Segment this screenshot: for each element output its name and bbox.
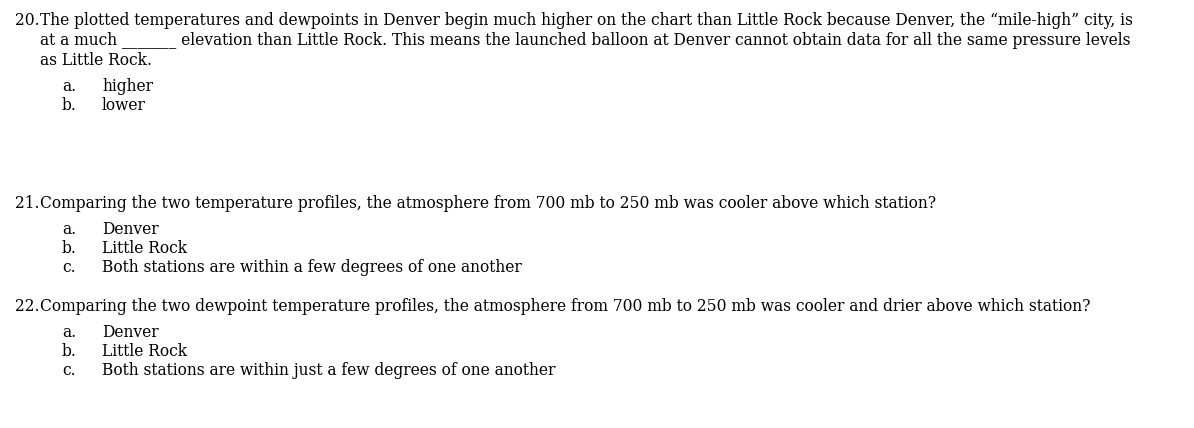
Text: c.: c. — [62, 362, 75, 379]
Text: Both stations are within a few degrees of one another: Both stations are within a few degrees o… — [101, 259, 522, 276]
Text: Little Rock: Little Rock — [101, 343, 187, 360]
Text: c.: c. — [62, 259, 75, 276]
Text: a.: a. — [62, 221, 76, 238]
Text: 21.: 21. — [16, 195, 39, 212]
Text: at a much _______ elevation than Little Rock. This means the launched balloon at: at a much _______ elevation than Little … — [41, 32, 1131, 49]
Text: lower: lower — [101, 97, 146, 114]
Text: 22.: 22. — [16, 298, 39, 315]
Text: b.: b. — [62, 343, 76, 360]
Text: b.: b. — [62, 97, 76, 114]
Text: Denver: Denver — [101, 324, 159, 341]
Text: Denver: Denver — [101, 221, 159, 238]
Text: Comparing the two dewpoint temperature profiles, the atmosphere from 700 mb to 2: Comparing the two dewpoint temperature p… — [41, 298, 1090, 315]
Text: The plotted temperatures and dewpoints in Denver begin much higher on the chart : The plotted temperatures and dewpoints i… — [41, 12, 1133, 29]
Text: Comparing the two temperature profiles, the atmosphere from 700 mb to 250 mb was: Comparing the two temperature profiles, … — [41, 195, 936, 212]
Text: as Little Rock.: as Little Rock. — [41, 52, 152, 69]
Text: a.: a. — [62, 324, 76, 341]
Text: a.: a. — [62, 78, 76, 95]
Text: b.: b. — [62, 240, 76, 257]
Text: higher: higher — [101, 78, 153, 95]
Text: Little Rock: Little Rock — [101, 240, 187, 257]
Text: 20.: 20. — [16, 12, 39, 29]
Text: Both stations are within just a few degrees of one another: Both stations are within just a few degr… — [101, 362, 555, 379]
